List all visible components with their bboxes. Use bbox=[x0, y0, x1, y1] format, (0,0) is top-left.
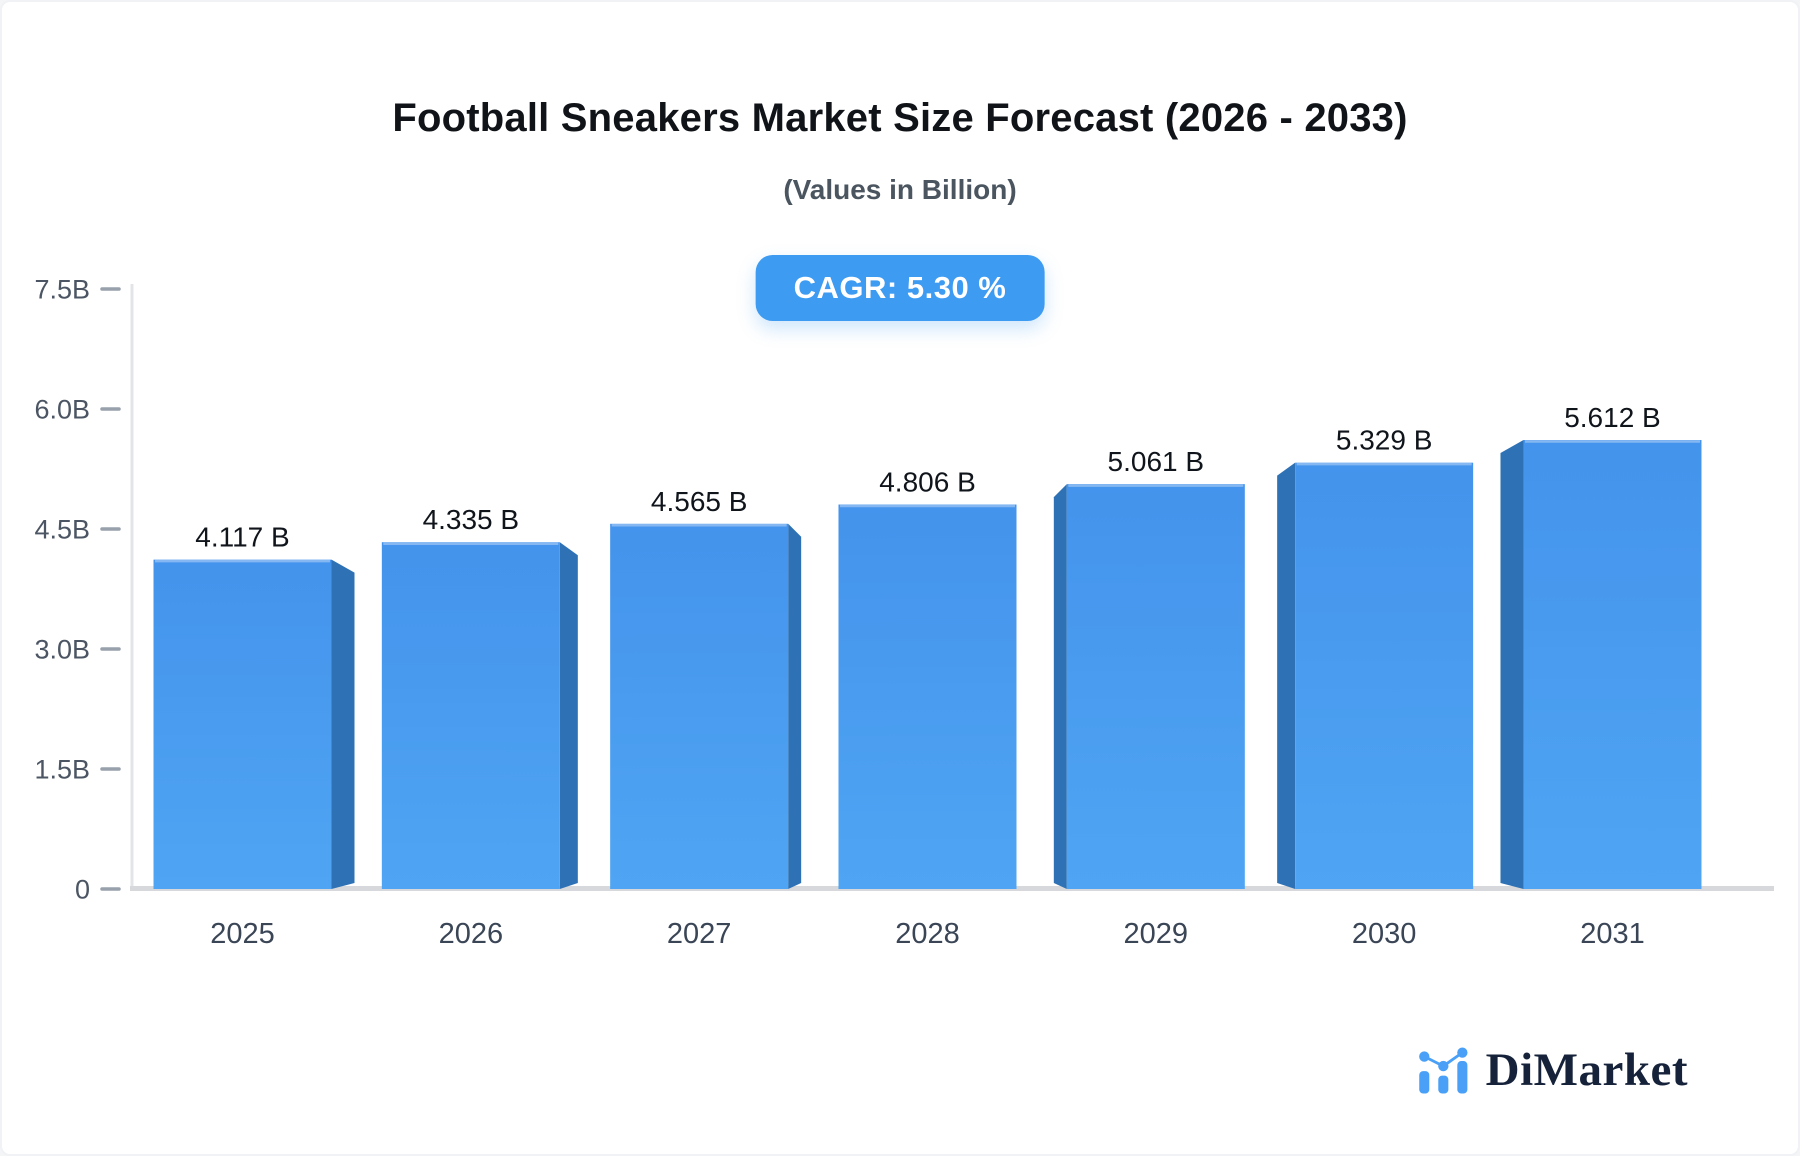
bar-2025 bbox=[153, 559, 332, 889]
bar-line-chart-icon bbox=[1418, 1047, 1468, 1094]
y-tick-label: 0 bbox=[75, 874, 90, 904]
bar-value-label: 5.061 B bbox=[1108, 446, 1205, 477]
bar-value-label: 5.329 B bbox=[1336, 425, 1433, 456]
bar-value-label: 4.806 B bbox=[879, 467, 976, 498]
y-tick-label: 7.5B bbox=[34, 274, 90, 304]
bar-value-label: 4.335 B bbox=[423, 504, 520, 535]
cagr-badge: CAGR: 5.30 % bbox=[755, 255, 1045, 321]
x-axis-label: 2026 bbox=[439, 918, 504, 950]
dimarket-logo: DiMarket bbox=[1417, 1040, 1688, 1100]
bars-group: 0 1.5B 3.0B 4.5B 6.0B 7.5B 4.117 B 2025 4.335 B 2… bbox=[34, 274, 1702, 950]
chart-subtitle: (Values in Billion) bbox=[783, 174, 1017, 205]
bar-value-label: 4.117 B bbox=[195, 522, 289, 553]
x-axis-label: 2028 bbox=[895, 918, 960, 950]
bar-2027 bbox=[610, 523, 789, 889]
bar-side-face bbox=[1053, 484, 1067, 889]
x-axis-label: 2030 bbox=[1352, 918, 1417, 950]
bar-side-face bbox=[1277, 462, 1296, 889]
bar-2029 bbox=[1066, 484, 1245, 889]
bar-2028 bbox=[838, 504, 1017, 889]
bar-2030 bbox=[1295, 462, 1474, 889]
bar-side-face bbox=[559, 542, 578, 889]
y-tick-label: 6.0B bbox=[34, 394, 90, 424]
x-axis-label: 2031 bbox=[1580, 918, 1645, 950]
chart-title: Football Sneakers Market Size Forecast (… bbox=[392, 96, 1408, 140]
bar-2031 bbox=[1523, 440, 1702, 889]
bar-side-face bbox=[331, 559, 355, 889]
y-tick-label: 3.0B bbox=[34, 634, 90, 664]
brand-name: DiMarket bbox=[1485, 1044, 1688, 1096]
x-axis-label: 2027 bbox=[667, 918, 732, 950]
bar-value-label: 4.565 B bbox=[651, 486, 748, 517]
bar-side-face bbox=[788, 523, 802, 889]
x-axis-label: 2029 bbox=[1124, 918, 1189, 950]
bar-2026 bbox=[381, 542, 560, 889]
y-tick-label: 4.5B bbox=[34, 514, 90, 544]
y-tick-label: 1.5B bbox=[34, 754, 90, 784]
bar-value-label: 5.612 B bbox=[1564, 402, 1661, 433]
x-axis-label: 2025 bbox=[210, 918, 275, 950]
bar-side-face bbox=[1500, 440, 1524, 889]
